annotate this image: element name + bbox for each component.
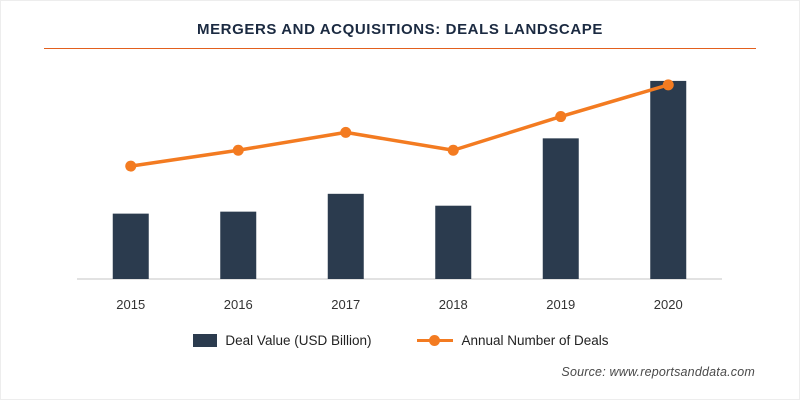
x-axis-label: 2018 xyxy=(400,297,508,312)
bar xyxy=(328,194,364,279)
bar-swatch-icon xyxy=(193,334,217,347)
bar xyxy=(650,81,686,279)
line-swatch-icon xyxy=(417,334,453,347)
chart-canvas xyxy=(77,67,722,291)
line-point xyxy=(340,127,351,138)
bar xyxy=(543,138,579,279)
x-axis-label: 2017 xyxy=(292,297,400,312)
x-axis-label: 2016 xyxy=(185,297,293,312)
title-divider xyxy=(44,48,756,49)
legend-label: Deal Value (USD Billion) xyxy=(225,333,371,348)
x-axis-label: 2015 xyxy=(77,297,185,312)
x-axis: 201520162017201820192020 xyxy=(77,297,722,312)
bar xyxy=(220,212,256,279)
chart-title: MERGERS AND ACQUISITIONS: DEALS LANDSCAP… xyxy=(1,1,799,38)
plot-area xyxy=(77,67,722,291)
source-attribution: Source: www.reportsanddata.com xyxy=(561,365,755,379)
line-point xyxy=(233,145,244,156)
line-point xyxy=(125,161,136,172)
x-axis-label: 2020 xyxy=(615,297,723,312)
x-axis-label: 2019 xyxy=(507,297,615,312)
legend-item-deal-value: Deal Value (USD Billion) xyxy=(193,333,371,348)
legend-item-annual-deals: Annual Number of Deals xyxy=(417,333,608,348)
line-point xyxy=(448,145,459,156)
line-point xyxy=(663,79,674,90)
line-series xyxy=(131,85,669,166)
bar xyxy=(435,206,471,279)
chart-page: MERGERS AND ACQUISITIONS: DEALS LANDSCAP… xyxy=(0,0,800,400)
legend: Deal Value (USD Billion) Annual Number o… xyxy=(1,333,800,348)
line-point xyxy=(555,111,566,122)
bar xyxy=(113,214,149,279)
legend-label: Annual Number of Deals xyxy=(461,333,608,348)
